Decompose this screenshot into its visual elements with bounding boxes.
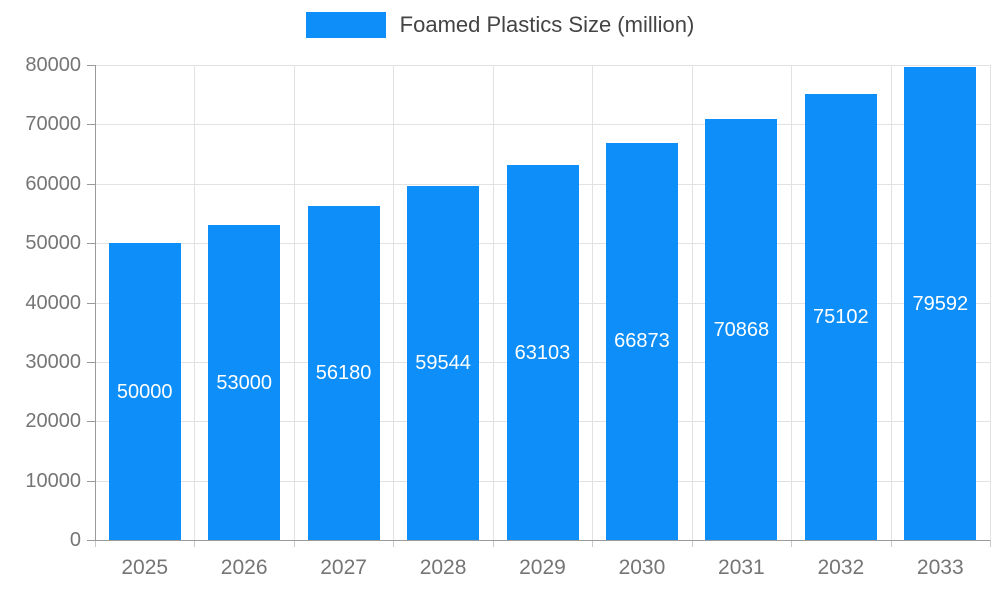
x-gridline xyxy=(990,65,991,540)
bar-value-label: 70868 xyxy=(713,318,770,341)
bar-value-label: 75102 xyxy=(813,306,869,329)
x-axis-label: 2028 xyxy=(419,556,467,579)
y-axis-label: 50000 xyxy=(25,232,81,255)
y-axis-tick xyxy=(87,421,95,423)
x-axis-tick xyxy=(194,540,196,547)
y-gridline xyxy=(95,124,990,126)
bar-2032 xyxy=(804,94,877,540)
bar-2033 xyxy=(904,67,977,540)
bar-value-label: 79592 xyxy=(912,292,969,315)
y-axis-label: 80000 xyxy=(25,54,81,76)
x-axis-label: 2032 xyxy=(817,556,865,579)
y-gridline xyxy=(95,65,990,66)
y-axis-line xyxy=(95,65,96,540)
x-axis-tick xyxy=(293,540,295,547)
x-gridline xyxy=(890,65,892,540)
x-axis-tick xyxy=(890,540,892,547)
y-axis-label: 70000 xyxy=(25,113,81,136)
x-axis-label: 2025 xyxy=(121,556,169,579)
legend-label: Foamed Plastics Size (million) xyxy=(399,12,695,37)
x-axis-tick xyxy=(393,540,395,547)
x-gridline xyxy=(492,65,494,540)
bar-2027 xyxy=(307,206,380,540)
bar-2031 xyxy=(705,119,778,540)
bar-value-label: 56180 xyxy=(315,362,372,385)
x-gridline xyxy=(592,65,594,540)
x-gridline xyxy=(691,65,693,540)
x-axis-label: 2026 xyxy=(220,556,268,579)
bar-value-label: 59544 xyxy=(415,352,471,375)
bar-value-label: 53000 xyxy=(216,371,272,394)
y-axis-label: 20000 xyxy=(25,410,81,433)
bar-2030 xyxy=(605,142,678,540)
y-axis-tick xyxy=(87,183,95,185)
x-gridline xyxy=(194,65,196,540)
y-axis-label: 10000 xyxy=(25,469,81,492)
y-axis-tick xyxy=(87,302,95,304)
y-axis-label: 0 xyxy=(69,529,81,551)
x-axis-tick xyxy=(691,540,693,547)
x-gridline xyxy=(393,65,395,540)
y-axis-tick xyxy=(87,65,95,66)
legend-swatch xyxy=(305,12,386,38)
y-axis-tick xyxy=(87,480,95,482)
bar-value-label: 50000 xyxy=(116,380,173,403)
bar-2028 xyxy=(407,186,480,540)
x-axis-label: 2033 xyxy=(916,556,964,579)
x-axis-label: 2027 xyxy=(320,556,367,579)
y-axis-tick xyxy=(87,243,95,245)
x-axis-tick xyxy=(791,540,793,547)
x-axis-tick xyxy=(592,540,594,547)
x-axis-label: 2029 xyxy=(519,556,566,579)
y-axis-label: 60000 xyxy=(25,172,81,195)
x-axis-tick xyxy=(990,540,991,547)
y-axis-tick xyxy=(87,540,95,541)
bar-value-label: 63103 xyxy=(514,341,571,364)
x-gridline xyxy=(293,65,295,540)
bar-2025 xyxy=(108,243,181,540)
bar-2026 xyxy=(208,225,281,540)
bar-2029 xyxy=(506,165,579,540)
y-axis-label: 40000 xyxy=(25,291,81,314)
bar-value-label: 66873 xyxy=(614,330,670,353)
x-axis-label: 2030 xyxy=(618,556,666,579)
y-axis-label: 30000 xyxy=(25,350,81,373)
y-axis-tick xyxy=(87,124,95,126)
x-axis-tick xyxy=(492,540,494,547)
y-axis-tick xyxy=(87,361,95,363)
chart-legend[interactable]: Foamed Plastics Size (million) xyxy=(0,12,1000,38)
x-axis-tick xyxy=(95,540,96,547)
x-axis-label: 2031 xyxy=(718,556,765,579)
x-gridline xyxy=(791,65,793,540)
x-axis-line xyxy=(95,540,990,541)
